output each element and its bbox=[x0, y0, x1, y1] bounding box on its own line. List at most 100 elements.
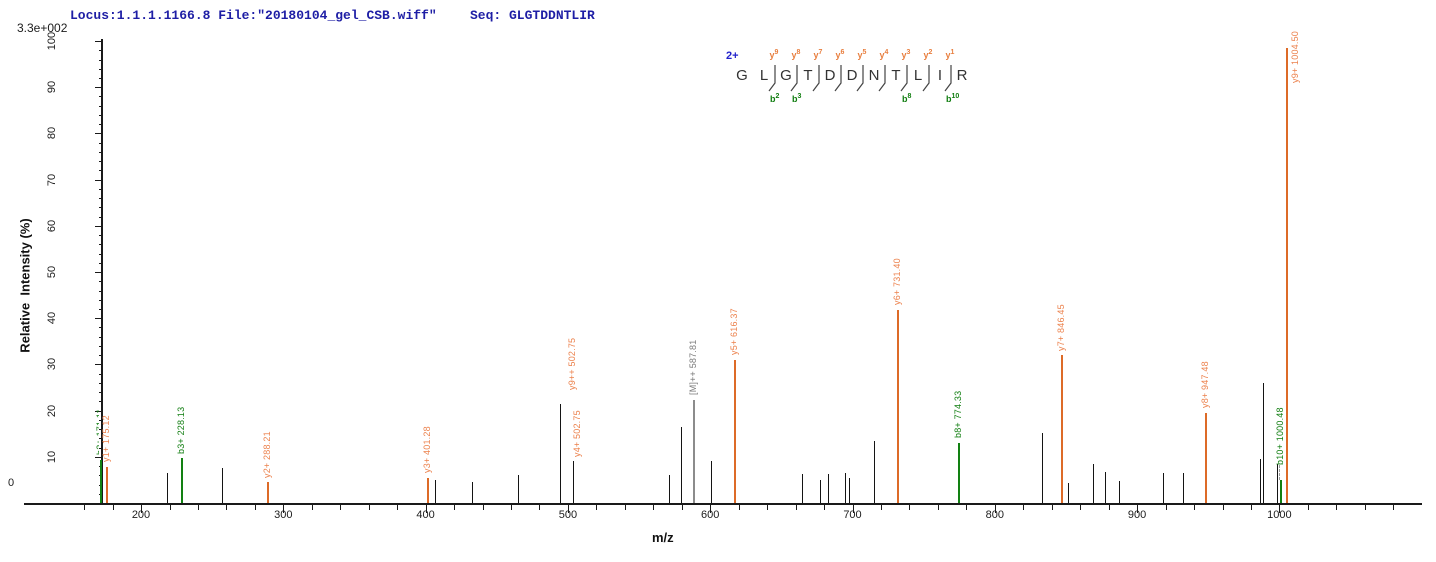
x-tick bbox=[881, 505, 882, 510]
x-tick bbox=[852, 505, 854, 513]
x-tick bbox=[226, 505, 228, 510]
y-ion-label: y1 bbox=[945, 49, 955, 60]
x-tick bbox=[112, 505, 114, 510]
peptide-residue: D bbox=[824, 67, 836, 84]
y-tick bbox=[99, 281, 103, 283]
x-tick-label: 1000 bbox=[1267, 509, 1292, 521]
peak-line bbox=[559, 403, 561, 503]
x-tick bbox=[966, 505, 968, 510]
peak-line bbox=[1068, 483, 1070, 503]
b-ion-label: b10 bbox=[946, 93, 960, 104]
peak-line bbox=[266, 482, 269, 503]
y-tick bbox=[99, 336, 103, 338]
peak-line bbox=[1105, 472, 1107, 503]
x-tick-label: 800 bbox=[985, 509, 1004, 521]
x-tick bbox=[909, 505, 911, 510]
y-tick bbox=[99, 207, 103, 209]
x-tick bbox=[539, 505, 541, 510]
y-tick bbox=[95, 87, 103, 89]
x-tick bbox=[795, 505, 797, 510]
y-tick bbox=[95, 503, 103, 504]
y-ion-label: y8 bbox=[791, 49, 801, 60]
x-tick-label: 700 bbox=[843, 509, 862, 521]
y-tick bbox=[99, 142, 103, 144]
peak-line bbox=[471, 482, 473, 503]
x-tick-label: 200 bbox=[131, 509, 151, 521]
peak-line bbox=[167, 473, 168, 503]
peak-line bbox=[819, 479, 821, 503]
y-tick bbox=[99, 392, 103, 394]
x-tick bbox=[311, 505, 313, 510]
y-tick bbox=[99, 78, 103, 79]
x-tick-label: 900 bbox=[1127, 509, 1147, 521]
peak-line bbox=[181, 458, 183, 503]
x-tick bbox=[84, 505, 86, 510]
peptide-residue: N bbox=[868, 67, 880, 84]
x-tick bbox=[1023, 505, 1025, 510]
x-tick bbox=[197, 505, 199, 510]
x-tick bbox=[511, 505, 512, 510]
b-ion-label: b3 bbox=[792, 93, 802, 104]
peak-line bbox=[222, 468, 224, 503]
x-tick-label: 400 bbox=[416, 509, 435, 521]
y-tick bbox=[99, 253, 103, 255]
cleavage-mark-icon bbox=[790, 65, 798, 92]
y-tick bbox=[95, 318, 103, 320]
y-tick bbox=[99, 429, 103, 431]
x-tick bbox=[1250, 505, 1252, 510]
x-tick bbox=[653, 505, 655, 510]
y-ion-label: y6 bbox=[835, 49, 845, 60]
y-tick bbox=[99, 262, 103, 264]
y-tick bbox=[99, 309, 103, 310]
peptide-residue: I bbox=[937, 67, 943, 84]
cleavage-mark-icon bbox=[944, 65, 952, 92]
peak-label-leader bbox=[1279, 465, 1281, 481]
peak-line bbox=[518, 475, 520, 503]
x-tick bbox=[1051, 505, 1053, 510]
peptide-residue: T bbox=[891, 67, 901, 84]
x-tick bbox=[681, 505, 683, 510]
y-tick bbox=[99, 68, 103, 70]
peak-line bbox=[1182, 473, 1184, 503]
x-tick bbox=[824, 505, 825, 510]
peak-line bbox=[828, 473, 830, 503]
x-tick bbox=[567, 505, 569, 513]
x-tick bbox=[1137, 505, 1139, 513]
y-ion-label: y4 bbox=[879, 49, 889, 60]
peptide-residue: L bbox=[759, 67, 769, 84]
peak-line bbox=[1263, 382, 1264, 503]
y-ion-label: y5 bbox=[857, 49, 867, 60]
x-tick bbox=[254, 505, 256, 510]
x-tick bbox=[169, 505, 171, 510]
peak-line bbox=[845, 473, 847, 503]
x-axis-title: m/z bbox=[652, 530, 674, 545]
peak-line bbox=[1041, 432, 1043, 503]
y-tick bbox=[99, 355, 103, 357]
x-tick bbox=[1307, 505, 1309, 510]
x-tick bbox=[738, 505, 740, 510]
cleavage-mark-icon bbox=[768, 65, 776, 92]
x-tick bbox=[710, 505, 712, 513]
y-tick bbox=[99, 161, 103, 163]
y-tick bbox=[95, 272, 103, 273]
x-tick bbox=[1108, 505, 1110, 510]
y-tick bbox=[99, 96, 103, 98]
cleavage-mark-icon bbox=[856, 65, 864, 92]
peak-line bbox=[1060, 355, 1063, 503]
peak-line bbox=[434, 479, 436, 503]
x-tick bbox=[283, 505, 285, 513]
y-tick bbox=[99, 235, 103, 236]
peptide-residue: T bbox=[803, 67, 813, 84]
y-tick bbox=[99, 114, 103, 116]
peak-line bbox=[897, 309, 900, 503]
y-tick bbox=[99, 290, 103, 292]
peak-line bbox=[848, 477, 850, 503]
y-tick-label-zero: 0 bbox=[8, 477, 15, 489]
cleavage-mark-icon bbox=[878, 65, 886, 92]
x-tick bbox=[767, 505, 769, 510]
y-tick bbox=[95, 179, 103, 181]
peak-line bbox=[573, 461, 575, 503]
cleavage-mark-icon bbox=[900, 65, 908, 92]
peak-line bbox=[681, 426, 682, 503]
